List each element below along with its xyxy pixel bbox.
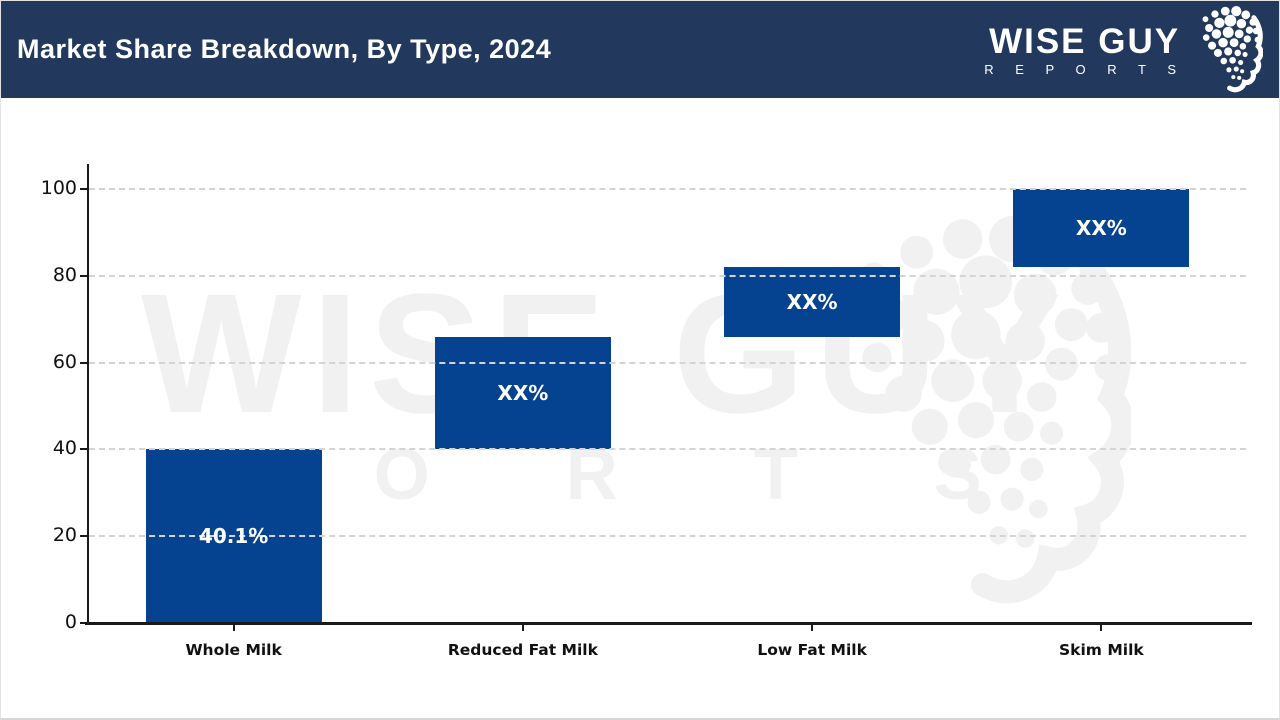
y-axis-tick-mark (80, 361, 89, 364)
logo-wordmark-line1: WISE GUY (989, 21, 1181, 61)
gridline (89, 448, 1246, 451)
page-title: Market Share Breakdown, By Type, 2024 (17, 34, 552, 64)
bar-value-label: XX% (1075, 216, 1127, 241)
y-axis-tick-label: 100 (40, 177, 77, 199)
x-axis-tick-mark (232, 623, 235, 631)
header: Market Share Breakdown, By Type, 2024 WI… (1, 1, 1279, 98)
x-axis-category-label: Reduced Fat Milk (447, 641, 598, 659)
gridline (89, 535, 1246, 538)
y-axis-tick-mark (80, 188, 89, 190)
x-axis-category-label: Whole Milk (185, 641, 282, 659)
y-axis-tick-label: 20 (52, 524, 77, 547)
y-axis-tick-mark (80, 274, 89, 277)
logo-wordmark: WISE GUY R E P O R T S (984, 24, 1185, 76)
gridline (89, 188, 1246, 190)
x-axis-tick-mark (521, 623, 524, 631)
x-axis-line (85, 622, 1252, 625)
watermark-wordmark-line2: P O R T S (191, 435, 1040, 515)
x-axis-tick-mark (1100, 623, 1103, 631)
x-axis-tick-mark (811, 623, 814, 631)
bar-reduced-fat-milk (434, 336, 611, 449)
y-axis-tick-label: 80 (52, 263, 77, 286)
bar-value-label: XX% (497, 380, 549, 405)
x-axis-category-label: Skim Milk (1059, 641, 1144, 659)
y-axis-tick-label: 0 (64, 611, 77, 633)
gridline (89, 274, 1246, 277)
logo-wordmark-line2: R E P O R T S (984, 61, 1185, 77)
bar-low-fat-milk (724, 267, 901, 337)
gridline (89, 361, 1246, 364)
bar-skim-milk (1013, 189, 1190, 268)
x-axis-category-label: Low Fat Milk (757, 641, 867, 659)
bar-value-label: 40.1% (198, 523, 269, 548)
y-axis-tick-mark (80, 535, 89, 538)
y-axis-tick-label: 40 (52, 437, 77, 460)
y-axis-tick-mark (80, 448, 89, 451)
y-axis-tick-mark (80, 622, 89, 624)
wise-guy-reports-logo: WISE GUY R E P O R T S (984, 6, 1263, 94)
y-axis-tick-label: 60 (52, 350, 77, 373)
bar-value-label: XX% (786, 289, 838, 314)
y-axis-line (87, 164, 89, 623)
